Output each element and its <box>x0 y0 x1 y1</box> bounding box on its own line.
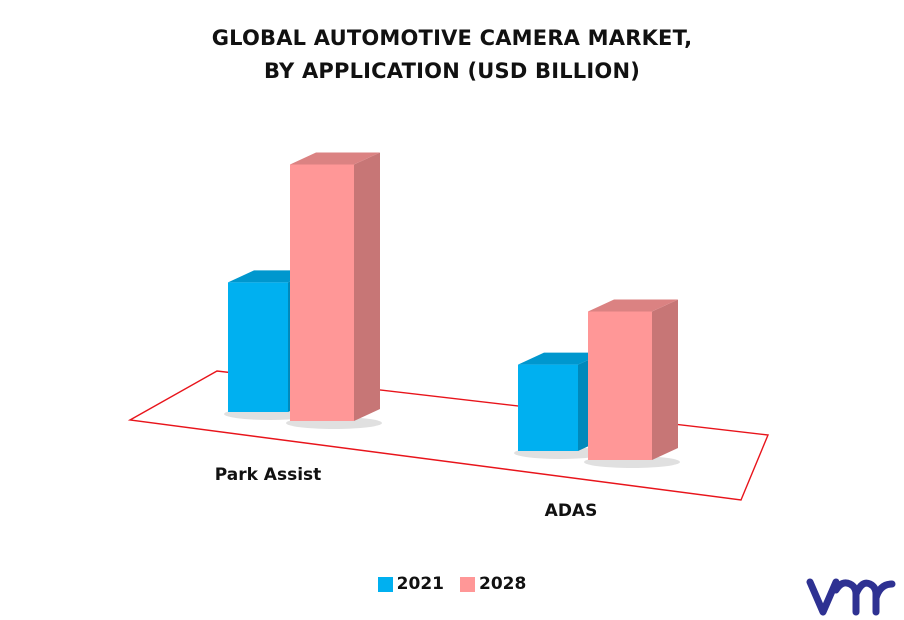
legend-item-2028: 2028 <box>460 574 526 594</box>
chart-title-line-2: BY APPLICATION (USD BILLION) <box>263 59 641 83</box>
category-label-adas: ADAS <box>545 501 598 521</box>
vmr-logo <box>806 578 896 616</box>
legend: 2021 2028 <box>0 574 904 594</box>
legend-item-2021: 2021 <box>377 574 444 594</box>
legend-label-2021: 2021 <box>396 574 444 594</box>
category-label-park-assist: Park Assist <box>215 465 322 485</box>
bar-2028-adas <box>584 299 680 468</box>
chart-title-line-1: GLOBAL AUTOMOTIVE CAMERA MARKET, <box>211 26 693 50</box>
legend-swatch-2021 <box>377 576 393 592</box>
chart-title: GLOBAL AUTOMOTIVE CAMERA MARKET, BY APPL… <box>0 22 904 88</box>
bar-2028-park-assist <box>286 152 382 429</box>
chart-floor <box>127 370 770 501</box>
legend-swatch-2028 <box>460 576 475 592</box>
legend-label-2028: 2028 <box>479 574 527 594</box>
